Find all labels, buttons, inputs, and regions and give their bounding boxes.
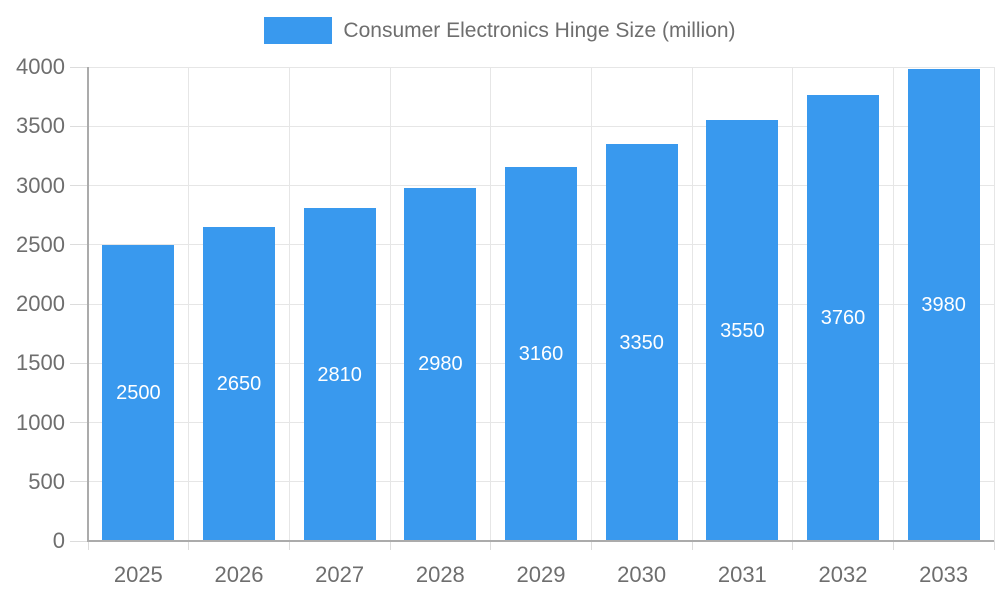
x-tick-mark (490, 541, 492, 550)
y-tick-mark (70, 185, 88, 186)
bar-2031[interactable] (706, 120, 779, 541)
y-tick-mark (70, 303, 88, 305)
bar-value-label: 3760 (820, 307, 866, 330)
bar-2028[interactable] (404, 187, 477, 541)
x-tick-label: 2027 (315, 562, 365, 587)
y-tick-label: 1000 (16, 409, 65, 435)
y-tick-label: 4000 (16, 54, 65, 79)
y-tick-mark (70, 66, 88, 68)
y-tick-mark (70, 125, 88, 127)
y-tick-label: 0 (52, 528, 65, 553)
x-tick-mark (87, 541, 89, 550)
gridline-vertical (792, 67, 794, 541)
x-tick-mark (188, 541, 190, 550)
x-tick-mark (288, 541, 290, 550)
bar-2033[interactable] (907, 69, 980, 541)
x-tick-label: 2032 (818, 562, 868, 587)
legend-swatch (264, 17, 333, 44)
bar-2032[interactable] (807, 95, 879, 541)
x-tick-mark (590, 541, 592, 550)
bar-2027[interactable] (303, 208, 376, 541)
x-tick-mark (389, 541, 391, 550)
gridline-vertical (590, 67, 592, 541)
gridline-vertical (389, 67, 391, 541)
y-tick-mark (70, 481, 88, 483)
y-tick-mark (70, 540, 88, 542)
y-tick-label: 2000 (16, 291, 65, 316)
bar-value-label: 3980 (921, 294, 966, 317)
bar-value-label: 3350 (619, 331, 664, 354)
x-tick-label: 2031 (717, 562, 767, 587)
y-axis-line (87, 67, 89, 542)
x-tick-mark (691, 541, 693, 550)
bar-2030[interactable] (605, 144, 678, 541)
x-tick-mark (892, 541, 894, 550)
bar-value-label: 2810 (317, 363, 362, 386)
gridline-vertical (490, 67, 492, 541)
bar-value-label: 2650 (216, 372, 262, 395)
x-tick-label: 2028 (415, 562, 465, 587)
y-tick-mark (70, 422, 88, 423)
y-tick-label: 1500 (16, 350, 65, 376)
x-tick-mark (993, 541, 995, 550)
x-axis-line (87, 540, 994, 542)
gridline-vertical (892, 67, 894, 541)
gridline-vertical (691, 67, 693, 541)
gridline-horizontal (88, 125, 994, 127)
bar-value-label: 3550 (720, 319, 765, 342)
y-tick-mark (70, 362, 88, 364)
bar-value-label: 3160 (518, 342, 564, 365)
y-tick-label: 500 (28, 468, 65, 494)
bar-2025[interactable] (102, 244, 175, 541)
y-tick-label: 2500 (16, 231, 65, 257)
bar-2026[interactable] (203, 226, 275, 541)
x-tick-label: 2025 (113, 562, 163, 587)
x-tick-label: 2030 (617, 562, 667, 587)
x-tick-label: 2029 (516, 562, 566, 587)
x-tick-label: 2033 (919, 562, 969, 587)
legend-label: Consumer Electronics Hinge Size (million… (343, 19, 736, 42)
gridline-vertical (288, 67, 290, 541)
y-tick-label: 3000 (16, 172, 65, 198)
gridline-vertical (188, 67, 190, 541)
chart-legend-item[interactable]: Consumer Electronics Hinge Size (million… (0, 17, 1000, 44)
gridline-vertical (993, 67, 995, 541)
y-tick-mark (70, 244, 88, 246)
x-tick-label: 2026 (214, 562, 264, 587)
x-tick-mark (792, 541, 794, 550)
bar-2029[interactable] (505, 166, 577, 541)
y-tick-label: 3500 (16, 113, 65, 139)
gridline-horizontal (88, 66, 994, 68)
bar-value-label: 2980 (418, 353, 463, 376)
bar-value-label: 2500 (116, 381, 161, 404)
